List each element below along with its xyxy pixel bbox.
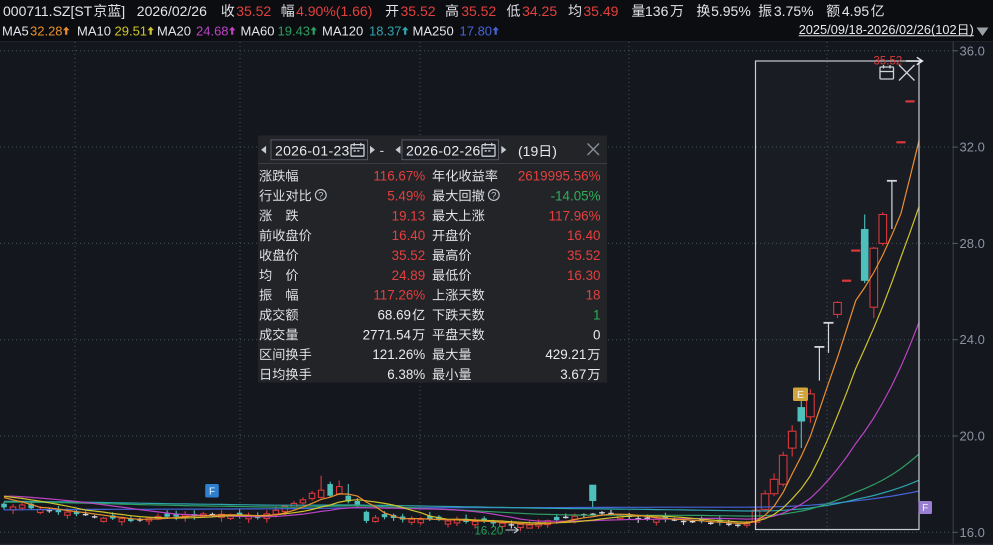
svg-text:0: 0 xyxy=(593,327,600,342)
svg-text:F: F xyxy=(209,486,215,497)
svg-text:68.69: 68.69 xyxy=(377,308,411,323)
svg-text:32.0: 32.0 xyxy=(960,140,985,155)
svg-text:16.0: 16.0 xyxy=(960,525,985,540)
svg-text:117.96%: 117.96% xyxy=(549,208,601,223)
svg-text:MA10: MA10 xyxy=(77,24,111,39)
svg-text:3.67: 3.67 xyxy=(560,367,586,382)
svg-text:): ) xyxy=(552,143,557,159)
svg-text:6.38%: 6.38% xyxy=(387,367,425,382)
svg-text:18.37: 18.37 xyxy=(369,24,402,39)
svg-text:24.0: 24.0 xyxy=(960,332,985,347)
svg-text:35.52: 35.52 xyxy=(461,3,496,19)
svg-text:-: - xyxy=(380,142,385,158)
svg-text:136: 136 xyxy=(645,3,669,19)
svg-text:121.26%: 121.26% xyxy=(372,347,425,362)
svg-text:5.95%: 5.95% xyxy=(711,3,751,19)
svg-text:(19: (19 xyxy=(518,143,538,159)
svg-text:35.52: 35.52 xyxy=(401,3,436,19)
svg-text:MA20: MA20 xyxy=(157,24,191,39)
svg-text:36.0: 36.0 xyxy=(960,43,985,58)
svg-text:MA60: MA60 xyxy=(241,24,275,39)
svg-text:?: ? xyxy=(318,190,323,201)
svg-text:35.52: 35.52 xyxy=(567,248,601,263)
svg-text:16.40: 16.40 xyxy=(567,228,601,243)
svg-text:17.80: 17.80 xyxy=(460,24,493,39)
svg-text:E: E xyxy=(797,389,804,401)
svg-text:35.52: 35.52 xyxy=(236,3,271,19)
svg-text:4.90%(1.66): 4.90%(1.66) xyxy=(296,3,372,19)
svg-text:F: F xyxy=(922,503,928,514)
svg-text:18: 18 xyxy=(586,288,601,303)
svg-text:28.0: 28.0 xyxy=(960,236,985,251)
svg-text:): ) xyxy=(970,22,974,37)
svg-text:2026-02-26: 2026-02-26 xyxy=(406,143,481,159)
svg-text:24.89: 24.89 xyxy=(392,268,426,283)
svg-text:MA120: MA120 xyxy=(322,24,363,39)
svg-text:MA5: MA5 xyxy=(2,24,29,39)
svg-text:5.49%: 5.49% xyxy=(387,188,425,203)
svg-text:35.49: 35.49 xyxy=(583,3,618,19)
svg-text:-14.05%: -14.05% xyxy=(551,188,601,203)
svg-text:35.52: 35.52 xyxy=(392,248,426,263)
svg-text:2619995.56%: 2619995.56% xyxy=(518,169,601,184)
svg-text:2026-01-23: 2026-01-23 xyxy=(275,143,350,159)
svg-text:4.95: 4.95 xyxy=(842,3,869,19)
svg-text:16.40: 16.40 xyxy=(392,228,426,243)
svg-text:32.28: 32.28 xyxy=(30,24,63,39)
svg-text:429.21: 429.21 xyxy=(545,347,586,362)
svg-text:MA250: MA250 xyxy=(413,24,454,39)
svg-text:116.67%: 116.67% xyxy=(373,169,425,184)
svg-text:29.51: 29.51 xyxy=(115,24,148,39)
svg-text:]: ] xyxy=(121,3,125,19)
svg-text:19.43: 19.43 xyxy=(278,24,311,39)
svg-text:000711.SZ[ST: 000711.SZ[ST xyxy=(3,3,93,19)
svg-text:1: 1 xyxy=(593,308,600,323)
svg-text:16.30: 16.30 xyxy=(567,268,601,283)
svg-text:2025/09/18-2026/02/26(102: 2025/09/18-2026/02/26(102 xyxy=(799,22,957,37)
svg-text:20.0: 20.0 xyxy=(960,429,985,444)
svg-text:3.75%: 3.75% xyxy=(774,3,814,19)
svg-text:19.13: 19.13 xyxy=(392,208,426,223)
svg-text:16.20: 16.20 xyxy=(475,526,504,538)
svg-text:117.26%: 117.26% xyxy=(373,288,425,303)
svg-text:2026/02/26: 2026/02/26 xyxy=(137,3,207,19)
svg-text:35.52: 35.52 xyxy=(874,56,903,68)
svg-text:24.68: 24.68 xyxy=(196,24,229,39)
svg-text:?: ? xyxy=(491,190,496,201)
svg-text:2771.54: 2771.54 xyxy=(363,327,412,342)
svg-text:34.25: 34.25 xyxy=(522,3,557,19)
